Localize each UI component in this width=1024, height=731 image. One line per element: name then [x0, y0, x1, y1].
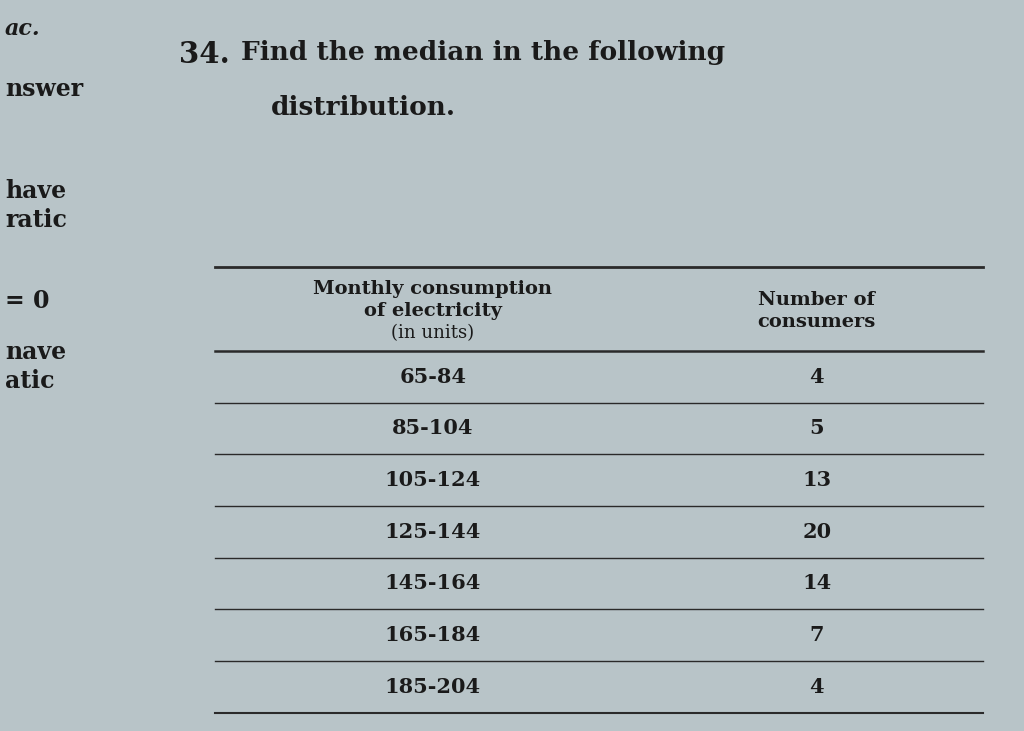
Text: 125-144: 125-144: [384, 522, 481, 542]
Text: 85-104: 85-104: [392, 418, 473, 439]
Text: 145-164: 145-164: [384, 574, 481, 594]
Text: 185-204: 185-204: [385, 677, 480, 697]
Text: of electricity: of electricity: [364, 302, 502, 320]
Text: 20: 20: [802, 522, 831, 542]
Text: Find the median in the following: Find the median in the following: [241, 40, 725, 65]
Text: = 0: = 0: [5, 289, 49, 313]
Text: ac.: ac.: [5, 18, 41, 40]
Text: 7: 7: [809, 625, 824, 645]
Text: 165-184: 165-184: [385, 625, 480, 645]
Text: nswer: nswer: [5, 77, 83, 101]
Text: Monthly consumption: Monthly consumption: [313, 280, 552, 298]
Text: 105-124: 105-124: [385, 470, 480, 490]
Text: nave: nave: [5, 340, 67, 364]
Text: Number of: Number of: [758, 291, 876, 309]
Text: have: have: [5, 179, 67, 203]
Text: 34.: 34.: [179, 40, 230, 69]
Text: consumers: consumers: [758, 313, 876, 331]
Text: 5: 5: [809, 418, 824, 439]
Text: 13: 13: [802, 470, 831, 490]
Text: 4: 4: [809, 367, 824, 387]
Text: atic: atic: [5, 369, 54, 393]
Text: (in units): (in units): [391, 324, 474, 342]
Text: distribution.: distribution.: [271, 95, 457, 120]
Text: 14: 14: [802, 574, 831, 594]
Text: 65-84: 65-84: [399, 367, 466, 387]
Text: 4: 4: [809, 677, 824, 697]
Text: ratic: ratic: [5, 208, 67, 232]
